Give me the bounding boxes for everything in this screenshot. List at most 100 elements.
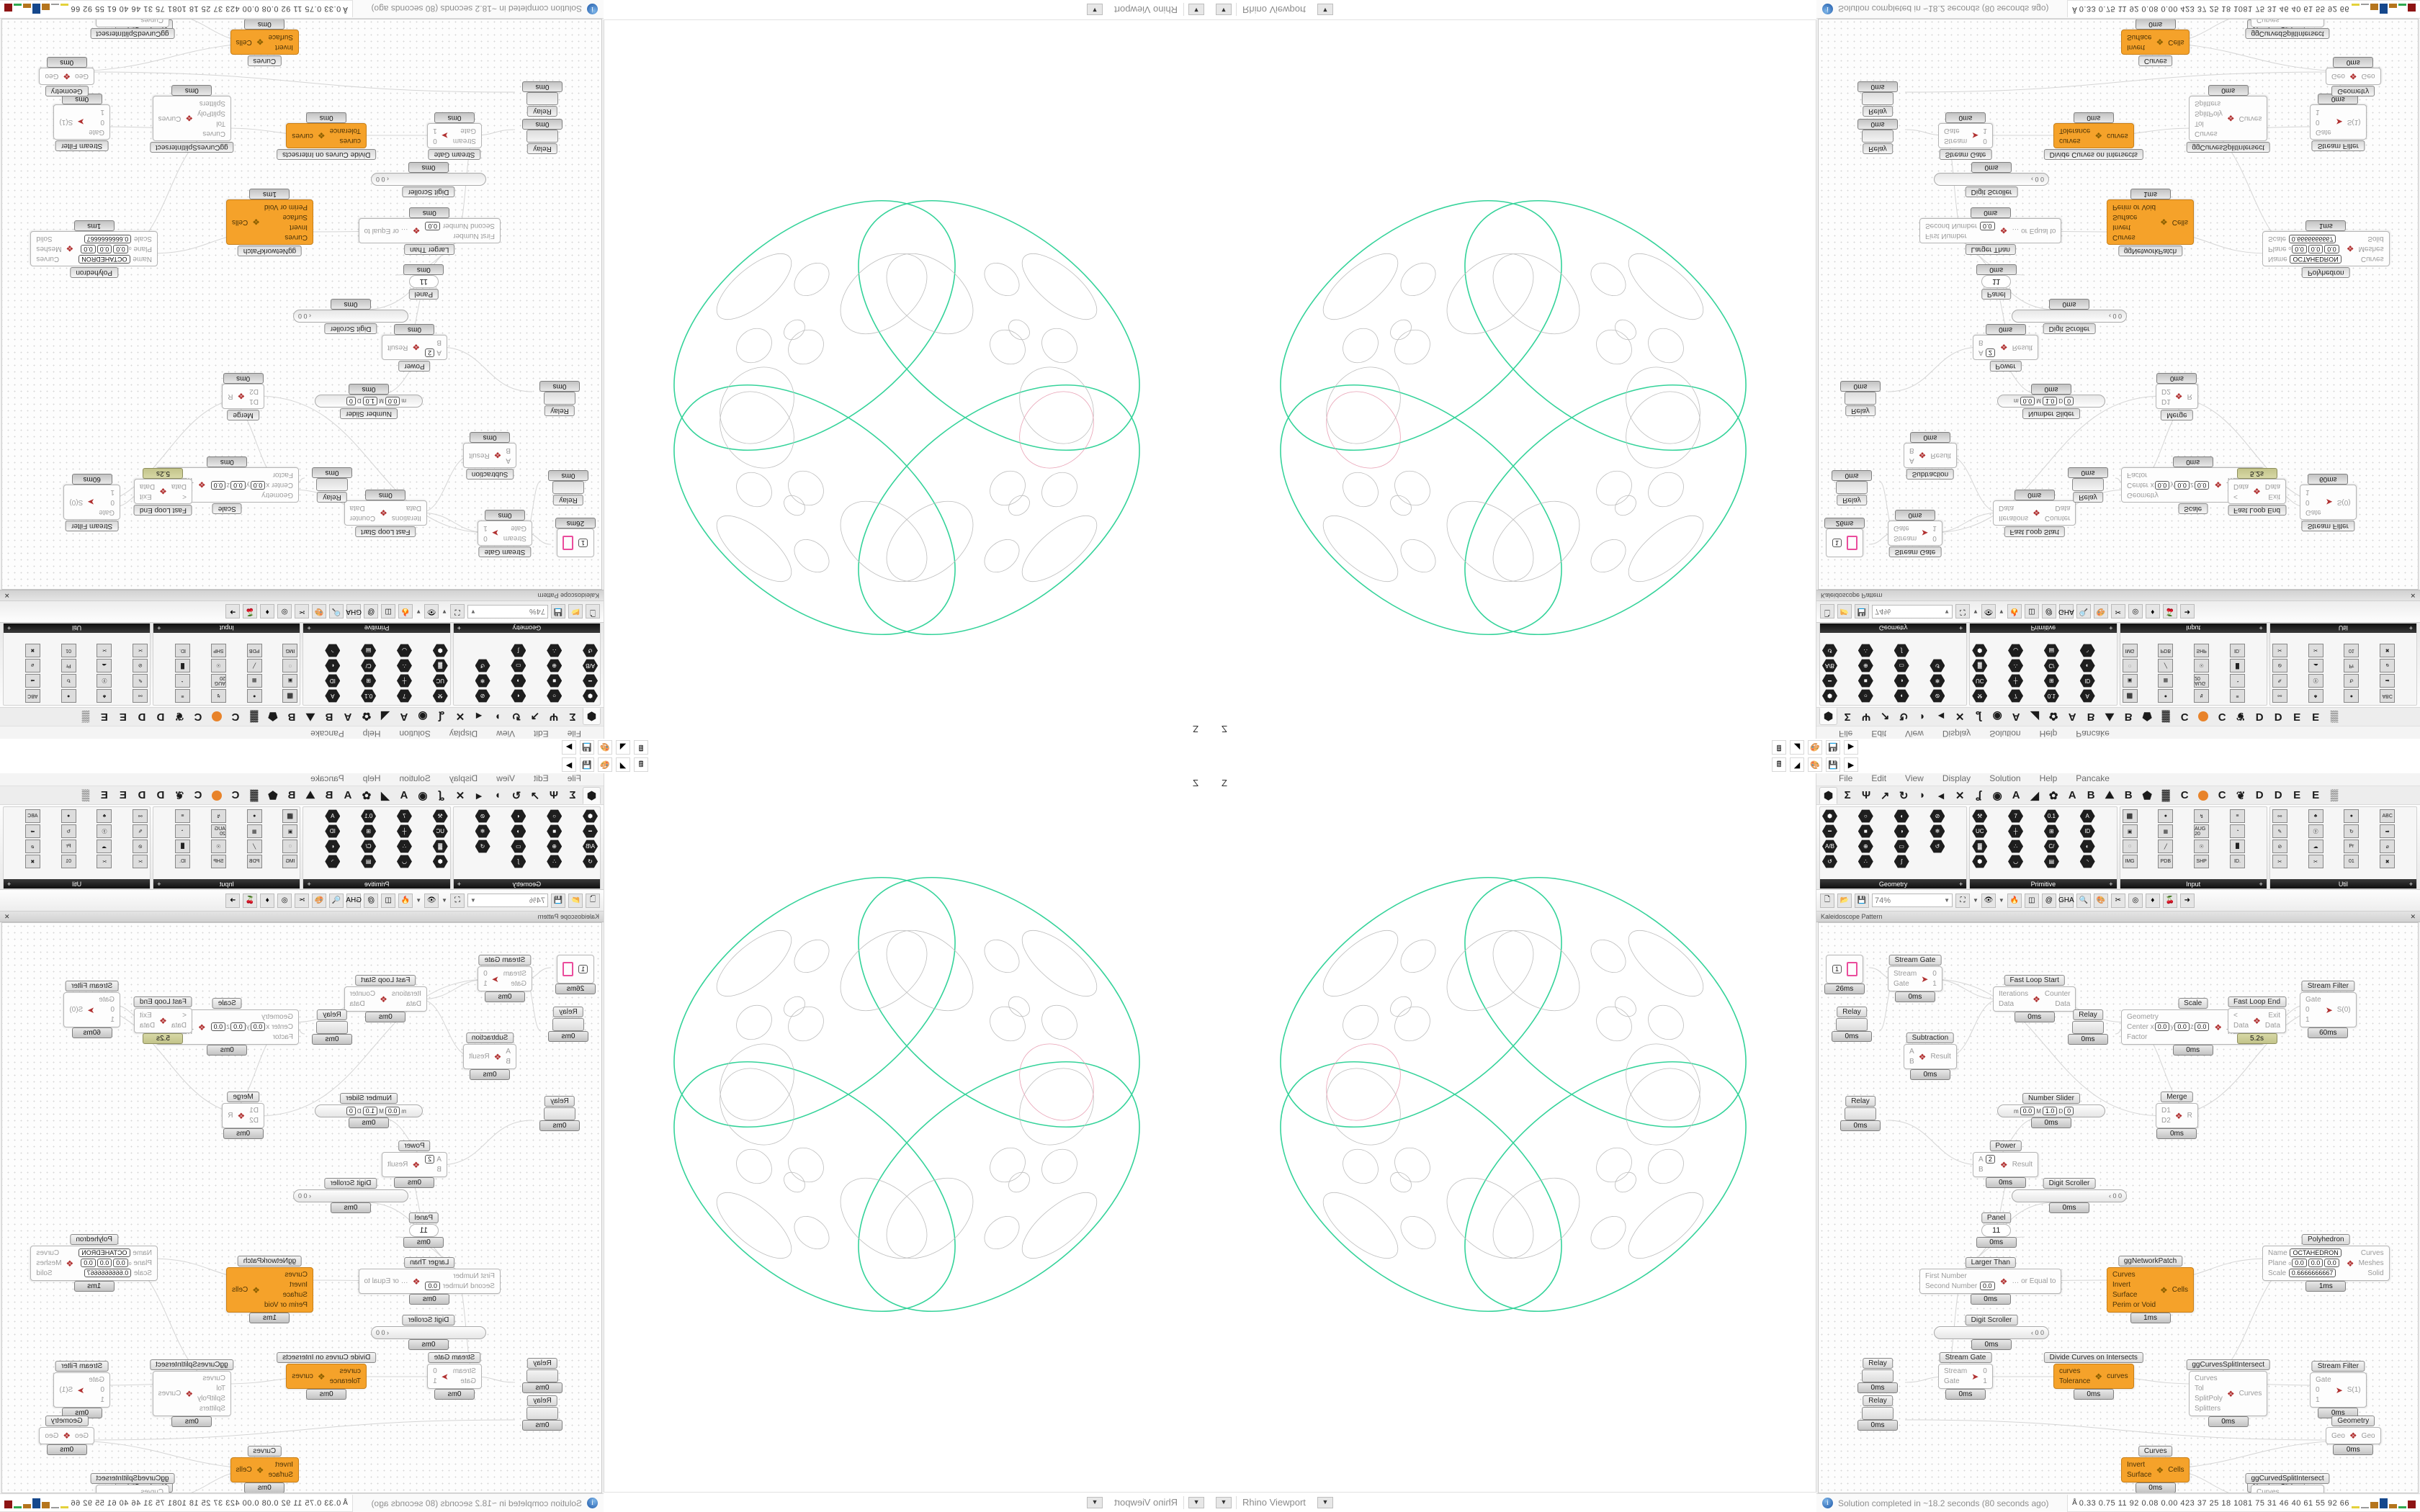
component-icon[interactable]: 01 <box>2344 855 2360 868</box>
node-caption[interactable]: Geometry <box>2331 86 2375 96</box>
node-body[interactable]: Stream Gate ➤ 0 1 <box>427 1364 482 1389</box>
node-caption[interactable]: Curves <box>247 55 282 66</box>
gh-node-stream-gate-2[interactable]: Stream Gate Stream Gate ➤ 0 1 0ms <box>1938 1352 1993 1400</box>
chevron-down-icon[interactable]: ▼ <box>470 608 476 615</box>
node-body[interactable]: Geo ❖ Geo <box>39 1427 94 1444</box>
tab-d1[interactable]: D <box>2251 787 2268 804</box>
slider-min-field[interactable]: 0.0 <box>385 397 400 405</box>
node-caption[interactable]: Digit Scroller <box>402 186 455 197</box>
gh-node-stream-filter-2[interactable]: Stream Filter Gate 0 1 ➤ S(1) 0ms <box>2310 1361 2367 1418</box>
node-output-port[interactable]: Result <box>387 343 408 351</box>
component-icon[interactable]: UC <box>1972 824 1988 838</box>
component-icon[interactable]: ▤ <box>361 644 376 657</box>
plane-oz-field[interactable]: 0.0 <box>81 245 96 253</box>
tab-c2[interactable]: C <box>2213 708 2231 726</box>
component-icon[interactable]: ┼ <box>2008 824 2024 838</box>
node-input-port[interactable]: SplitPoly <box>197 1395 225 1403</box>
node-input-port[interactable]: D2 <box>249 1117 259 1125</box>
node-body[interactable]: < Data ❖ Exit Data <box>133 479 192 504</box>
node-output-port[interactable]: Exit <box>139 1012 152 1020</box>
component-icon[interactable]: ↻ <box>2344 824 2360 838</box>
node-caption[interactable]: Geometry <box>45 1416 89 1426</box>
ribbon-group-label-primitive[interactable]: Primitive <box>303 624 450 633</box>
node-input-port[interactable]: 0 <box>2305 1006 2310 1014</box>
gh-node-gg-curved-split[interactable]: ggCurvedSplitIntersectCurvesTol❖Curves0m… <box>2245 1473 2330 1493</box>
viewport-next-arrow[interactable]: ▼ <box>1317 1496 1333 1508</box>
menu-item-pancake[interactable]: Pancake <box>2076 773 2110 783</box>
tab-d2[interactable]: D <box>2269 708 2287 726</box>
node-body[interactable]: Gate 0 1 ➤ S(0) <box>63 485 120 520</box>
node-output-port[interactable]: … or Equal to <box>364 1277 408 1285</box>
tab-mountain[interactable]: ⛰ <box>2101 708 2118 726</box>
node-input-port[interactable]: 0 <box>2316 1386 2320 1394</box>
component-icon[interactable]: ⊘ <box>133 659 148 672</box>
plane-ox-field[interactable]: 0.0 <box>113 245 128 253</box>
scroller-body[interactable]: ‹ 0 0 <box>293 1189 408 1202</box>
node-output-port[interactable]: Meshes <box>2358 1259 2384 1267</box>
node-caption[interactable]: Stream Gate <box>1939 1352 1992 1363</box>
node-body[interactable]: Iterations Data ❖ Counter Data <box>1993 986 2076 1012</box>
gh-node-relay-5[interactable]: Relay 0ms <box>1857 81 1898 117</box>
component-icon[interactable]: ❄ <box>475 824 490 838</box>
node-input-port[interactable]: < <box>182 1012 187 1020</box>
gh-node-geometry-1[interactable]: Geometry Geo ❖ Geo 0ms <box>2326 1416 2381 1455</box>
node-caption[interactable]: Fast Loop Start <box>355 975 416 986</box>
node-body[interactable]: Gate 0 1 ➤ S(0) <box>2300 485 2357 520</box>
component-icon[interactable]: ◑ <box>1894 674 1909 688</box>
gh-node-geometry-1[interactable]: Geometry Geo ❖ Geo 0ms <box>39 57 94 96</box>
gh-node-divide-curves[interactable]: Divide Curves on Intersects curves Toleran… <box>277 1352 377 1400</box>
save-icon[interactable]: 💾 <box>551 893 565 908</box>
component-icon[interactable]: ✖ <box>24 644 40 657</box>
node-caption[interactable]: Fast Loop End <box>133 996 193 1007</box>
component-icon[interactable]: ◝ <box>325 644 340 657</box>
node-body[interactable]: Iterations Data ❖ Counter Data <box>1993 500 2076 526</box>
node-body[interactable]: A 2 B ❖ Result <box>1973 1152 2039 1177</box>
ribbon-tab-strip[interactable]: ⬢ Σ Ψ ↗ ↻ ◗ ◂ ✕ ʆ ◉ A ◢ ✿ A B ⛰ B ⬟ ▓ C C ❦ D D E E ▒ <box>0 786 604 805</box>
tab-flower[interactable]: ✿ <box>358 708 375 726</box>
node-body[interactable]: A 2 B ❖ Result <box>381 1152 447 1177</box>
node-output-port[interactable]: Cells <box>236 38 252 46</box>
component-icon[interactable]: ⊕ <box>547 840 562 853</box>
node-input-port[interactable]: D2 <box>2161 387 2171 395</box>
component-icon[interactable]: Pr <box>60 840 76 853</box>
component-icon[interactable]: ◖ <box>1894 809 1909 823</box>
component-icon[interactable]: C/ <box>361 840 376 853</box>
node-input-port[interactable]: Tol <box>216 1385 225 1392</box>
node-output-port[interactable]: Solid <box>36 1269 53 1277</box>
slider-body[interactable]: m 0.0 M 1.0 D 0 <box>1997 1104 2105 1117</box>
node-input-port[interactable]: Gate <box>89 1376 104 1384</box>
node-input-port[interactable]: First Number <box>1925 232 1967 240</box>
component-icon[interactable]: ↯ <box>2194 689 2210 703</box>
component-icon[interactable]: C/ <box>2043 840 2059 853</box>
node-output-port[interactable]: S(0) <box>2336 1006 2351 1014</box>
node-caption[interactable]: Stream Gate <box>1888 955 1942 966</box>
pill-icon[interactable]: ◎ <box>277 893 292 908</box>
gh-node-subtraction-1[interactable]: Subtraction A B ❖ Result 0ms <box>1904 432 1957 480</box>
tab-e2[interactable]: E <box>96 708 113 726</box>
node-input-port[interactable]: Data <box>171 1022 187 1030</box>
node-input-port[interactable]: Second Number 0.0 <box>424 222 495 230</box>
node-input-port[interactable]: Surface <box>282 213 308 221</box>
node-input-port[interactable]: D2 <box>249 387 259 395</box>
viewport-tab-label[interactable]: Rhino Viewport <box>1114 4 1178 15</box>
component-icon[interactable]: ☉ <box>2194 840 2210 853</box>
transform-tab[interactable]: ʆ <box>433 787 450 804</box>
bake-icon[interactable]: 🔥 <box>398 893 413 908</box>
preview-chevron-icon[interactable]: ▼ <box>1998 608 2004 615</box>
node-body[interactable]: Gate 0 1 ➤ S(0) <box>63 992 120 1027</box>
gh-node-fast-loop-start[interactable]: Fast Loop Start Iterations Data ❖ Counter Dat… <box>344 975 427 1022</box>
component-icon[interactable]: ◌ <box>282 840 298 853</box>
node-input-port[interactable]: Tolerance <box>2059 1377 2091 1385</box>
component-icon[interactable]: ⚒ <box>1972 689 1987 703</box>
component-icon[interactable]: ↯ <box>210 689 226 703</box>
panel-value[interactable]: 11 <box>1981 1224 2012 1237</box>
pill-icon[interactable]: ◎ <box>277 604 292 619</box>
curve-tab[interactable]: ↻ <box>1895 708 1912 726</box>
polyhedron-scale-field[interactable]: 0.6666666667 <box>84 235 132 243</box>
tab-dither[interactable]: ▒ <box>2326 787 2343 804</box>
node-caption[interactable]: Larger Than <box>404 1257 455 1268</box>
palette-icon[interactable]: 🎨 <box>2093 893 2108 908</box>
curve-tab[interactable]: ↻ <box>508 708 525 726</box>
at-icon[interactable]: @ <box>2041 893 2056 908</box>
zoom-level-combo[interactable]: 74% ▼ <box>467 605 548 618</box>
